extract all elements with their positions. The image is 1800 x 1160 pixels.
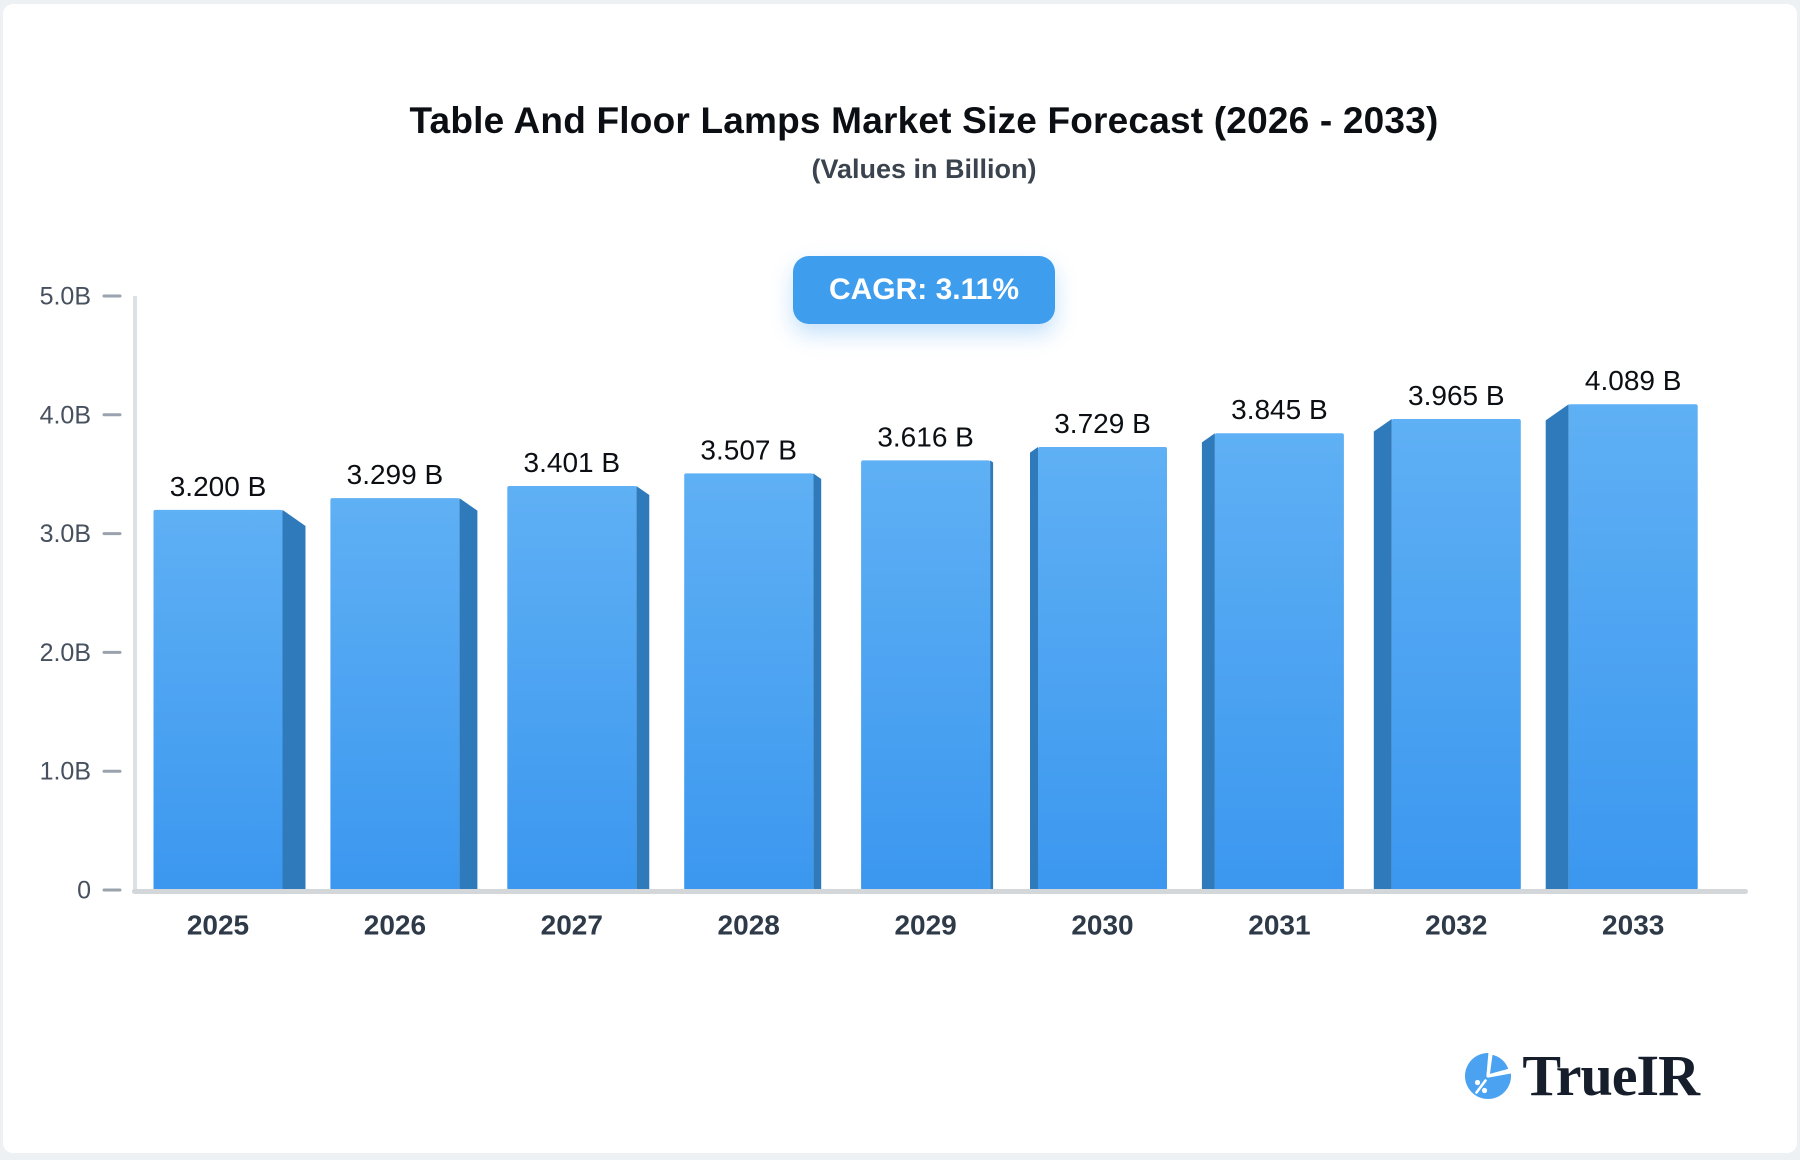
- bar-value-label-2029: 3.616 B: [877, 421, 974, 452]
- x-tick-label-2031: 2031: [1248, 910, 1310, 941]
- cagr-badge: CAGR: 3.11%: [792, 256, 1056, 324]
- bar-2031: [1214, 433, 1344, 890]
- bar-side-2031: [1201, 433, 1215, 890]
- bar-2032: [1391, 418, 1521, 890]
- bar-value-label-2027: 3.401 B: [524, 447, 621, 478]
- bar-2033: [1568, 404, 1698, 890]
- bar-2026: [330, 498, 460, 890]
- bar-side-2030: [1030, 446, 1038, 890]
- chart-subtitle: (Values in Billion): [811, 154, 1037, 184]
- bar-side-2026: [459, 498, 478, 890]
- bar-side-2025: [282, 509, 306, 890]
- brand-logo: TrueIR: [1464, 1042, 1700, 1109]
- bar-side-2029: [990, 460, 994, 890]
- bar-2025: [153, 509, 283, 890]
- x-tick-label-2028: 2028: [718, 910, 780, 941]
- pie-chart-logo-icon: [1465, 1051, 1513, 1099]
- x-tick-label-2029: 2029: [894, 910, 956, 941]
- y-tick-label: 4.0B: [40, 401, 91, 429]
- bar-value-label-2031: 3.845 B: [1231, 394, 1328, 425]
- y-tick-label: 0: [77, 877, 91, 905]
- bar-side-2027: [636, 485, 650, 890]
- x-axis-baseline: [132, 889, 1748, 894]
- y-tick-label: 5.0B: [40, 283, 91, 311]
- brand-logo-text: TrueIR: [1522, 1043, 1700, 1108]
- y-tick-label: 1.0B: [40, 758, 91, 786]
- bar-side-2032: [1373, 418, 1392, 890]
- bar-value-label-2026: 3.299 B: [347, 459, 444, 490]
- x-tick-label-2033: 2033: [1602, 910, 1664, 941]
- bar-value-label-2033: 4.089 B: [1585, 365, 1682, 396]
- bar-value-label-2030: 3.729 B: [1054, 408, 1151, 439]
- x-tick-label-2032: 2032: [1425, 910, 1487, 941]
- x-tick-label-2030: 2030: [1071, 910, 1133, 941]
- bar-value-label-2028: 3.507 B: [700, 434, 797, 465]
- bar-2027: [507, 485, 637, 890]
- chart-card: Table And Floor Lamps Market Size Foreca…: [3, 4, 1797, 1153]
- x-tick-label-2026: 2026: [364, 910, 426, 941]
- bar-side-2028: [813, 473, 822, 890]
- bar-side-2033: [1545, 404, 1569, 890]
- bar-2029: [861, 460, 991, 890]
- y-tick-label: 3.0B: [40, 520, 91, 548]
- bar-2028: [684, 473, 814, 890]
- bar-chart: 5.0B 4.0B 3.0B 2.0B 1.0B 0 3.200 B 2025 3.299 B 2…: [40, 283, 1748, 941]
- y-tick-label: 2.0B: [40, 639, 91, 667]
- bar-value-label-2032: 3.965 B: [1408, 380, 1505, 411]
- bar-value-label-2025: 3.200 B: [170, 471, 267, 502]
- cagr-badge-row: CAGR: 3.11%: [45, 256, 1800, 324]
- x-tick-label-2027: 2027: [541, 910, 603, 941]
- chart-title: Table And Floor Lamps Market Size Foreca…: [409, 100, 1439, 141]
- bar-2030: [1038, 446, 1167, 890]
- x-tick-label-2025: 2025: [187, 910, 249, 941]
